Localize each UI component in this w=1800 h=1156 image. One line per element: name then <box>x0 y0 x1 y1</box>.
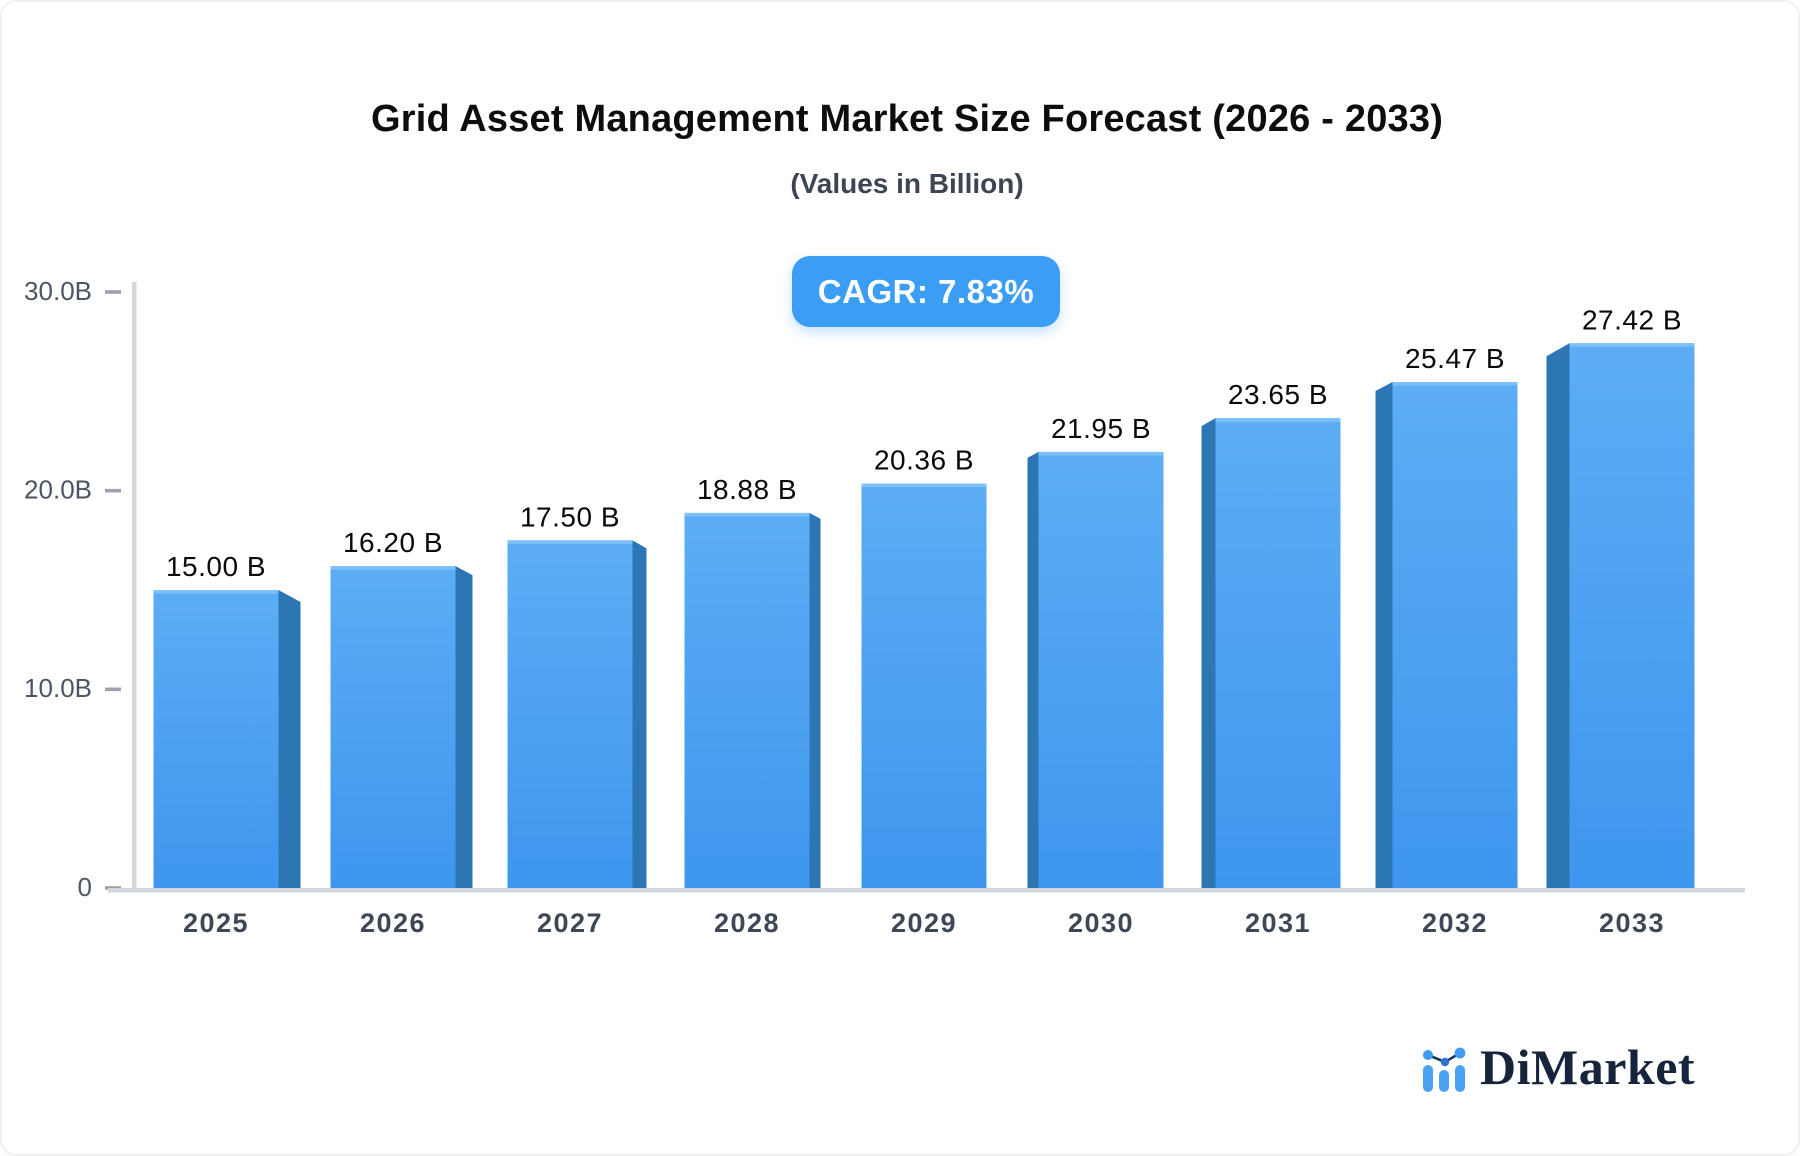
bar-side-2033 <box>1546 343 1570 891</box>
value-label-2029: 20.36 B <box>874 445 974 476</box>
x-axis-line <box>108 888 1745 893</box>
bar-2028 <box>684 512 810 890</box>
x-category-label-2028: 2028 <box>714 908 780 938</box>
dimarket-logo: DiMarket <box>1423 1042 1695 1092</box>
x-category-label-2025: 2025 <box>183 908 249 938</box>
bar-side-2032 <box>1375 381 1393 890</box>
y-tick-label: 20.0B <box>24 475 92 505</box>
bar-top-highlight-2026 <box>330 566 456 570</box>
y-tick-mark <box>105 290 121 294</box>
bar-side-2027 <box>632 540 647 890</box>
x-category-label-2026: 2026 <box>360 908 426 938</box>
bar-side-2025 <box>278 590 301 890</box>
dimarket-logo-text: DiMarket <box>1480 1039 1696 1095</box>
value-label-2027: 17.50 B <box>520 501 620 532</box>
value-label-2031: 23.65 B <box>1228 379 1328 410</box>
bar-top-highlight-2028 <box>684 512 810 517</box>
bar-top-highlight-2027 <box>507 540 633 544</box>
bar-2031 <box>1215 418 1341 890</box>
value-label-2032: 25.47 B <box>1405 343 1505 374</box>
bar-2030 <box>1038 451 1164 890</box>
value-label-2025: 15.00 B <box>166 551 266 582</box>
y-axis-line <box>132 282 137 892</box>
bar-2026 <box>330 566 456 890</box>
cagr-badge: CAGR: 7.83% <box>792 256 1060 327</box>
y-tick-mark <box>105 687 121 692</box>
y-tick-label: 30.0B <box>24 276 92 306</box>
y-tick-mark <box>105 488 121 493</box>
x-category-label-2027: 2027 <box>537 908 603 938</box>
bar-2027 <box>507 540 633 890</box>
bar-side-2026 <box>455 566 473 890</box>
value-label-2026: 16.20 B <box>343 527 443 558</box>
x-category-label-2029: 2029 <box>891 908 957 938</box>
bar-top-highlight-2032 <box>1392 381 1518 386</box>
value-label-2028: 18.88 B <box>697 474 797 505</box>
chart-title: Grid Asset Management Market Size Foreca… <box>370 98 1444 140</box>
y-tick-label: 10.0B <box>24 673 92 703</box>
bar-2025 <box>153 590 279 890</box>
bar-side-2030 <box>1027 451 1039 890</box>
x-category-label-2030: 2030 <box>1068 908 1134 938</box>
x-category-label-2031: 2031 <box>1245 908 1311 938</box>
value-label-2033: 27.42 B <box>1582 304 1682 335</box>
bar-top-highlight-2029 <box>861 483 987 488</box>
bar-side-2028 <box>809 512 821 890</box>
chart-subtitle: (Values in Billion) <box>790 168 1024 199</box>
bar-top-highlight-2033 <box>1569 343 1695 347</box>
bar-2033 <box>1569 343 1695 891</box>
bar-side-2031 <box>1201 418 1216 890</box>
cagr-badge-label: CAGR: 7.83% <box>817 272 1035 310</box>
bar-2029 <box>861 483 987 890</box>
x-category-label-2033: 2033 <box>1599 908 1665 938</box>
bar-top-highlight-2031 <box>1215 418 1341 422</box>
value-label-2030: 21.95 B <box>1051 413 1151 444</box>
y-tick-label: 0 <box>78 872 92 902</box>
bar-2032 <box>1392 381 1518 890</box>
x-category-label-2032: 2032 <box>1422 908 1488 938</box>
bar-top-highlight-2025 <box>153 590 279 594</box>
dimarket-logo-icon <box>1423 1047 1466 1092</box>
bar-top-highlight-2030 <box>1038 451 1164 456</box>
